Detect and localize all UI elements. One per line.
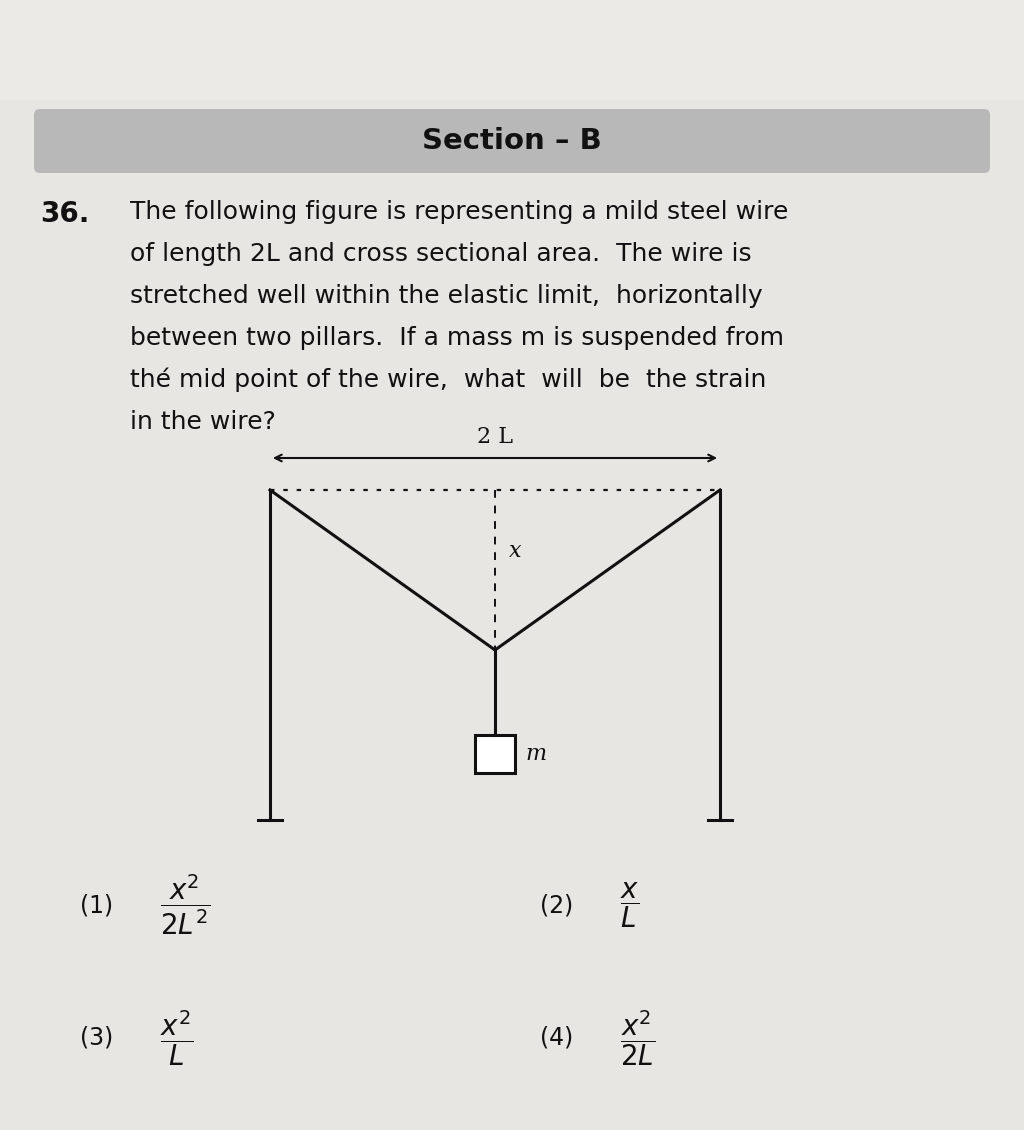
Text: (2): (2) bbox=[540, 893, 573, 918]
Text: $\dfrac{x^2}{2L^2}$: $\dfrac{x^2}{2L^2}$ bbox=[160, 872, 210, 937]
Text: (1): (1) bbox=[80, 893, 113, 918]
Text: x: x bbox=[509, 540, 521, 562]
Text: Section – B: Section – B bbox=[422, 127, 602, 155]
Bar bbox=[0, 0, 1024, 99]
Text: in the wire?: in the wire? bbox=[130, 410, 275, 434]
Text: thé mid point of the wire,  what  will  be  the strain: thé mid point of the wire, what will be… bbox=[130, 368, 766, 392]
Text: 36.: 36. bbox=[40, 200, 89, 228]
Text: stretched well within the elastic limit,  horizontally: stretched well within the elastic limit,… bbox=[130, 284, 763, 308]
Text: (3): (3) bbox=[80, 1026, 114, 1050]
Text: $\dfrac{x}{L}$: $\dfrac{x}{L}$ bbox=[620, 880, 639, 930]
Text: of length 2L and cross sectional area.  The wire is: of length 2L and cross sectional area. T… bbox=[130, 242, 752, 266]
Text: 2 L: 2 L bbox=[477, 426, 513, 447]
Text: The following figure is representing a mild steel wire: The following figure is representing a m… bbox=[130, 200, 788, 224]
Bar bbox=[475, 734, 515, 773]
Text: $\dfrac{x^2}{2L}$: $\dfrac{x^2}{2L}$ bbox=[620, 1008, 655, 1068]
Text: (4): (4) bbox=[540, 1026, 573, 1050]
FancyBboxPatch shape bbox=[34, 108, 990, 173]
Text: between two pillars.  If a mass m is suspended from: between two pillars. If a mass m is susp… bbox=[130, 325, 784, 350]
Text: $\dfrac{x^2}{L}$: $\dfrac{x^2}{L}$ bbox=[160, 1008, 194, 1068]
Text: m: m bbox=[525, 744, 546, 765]
